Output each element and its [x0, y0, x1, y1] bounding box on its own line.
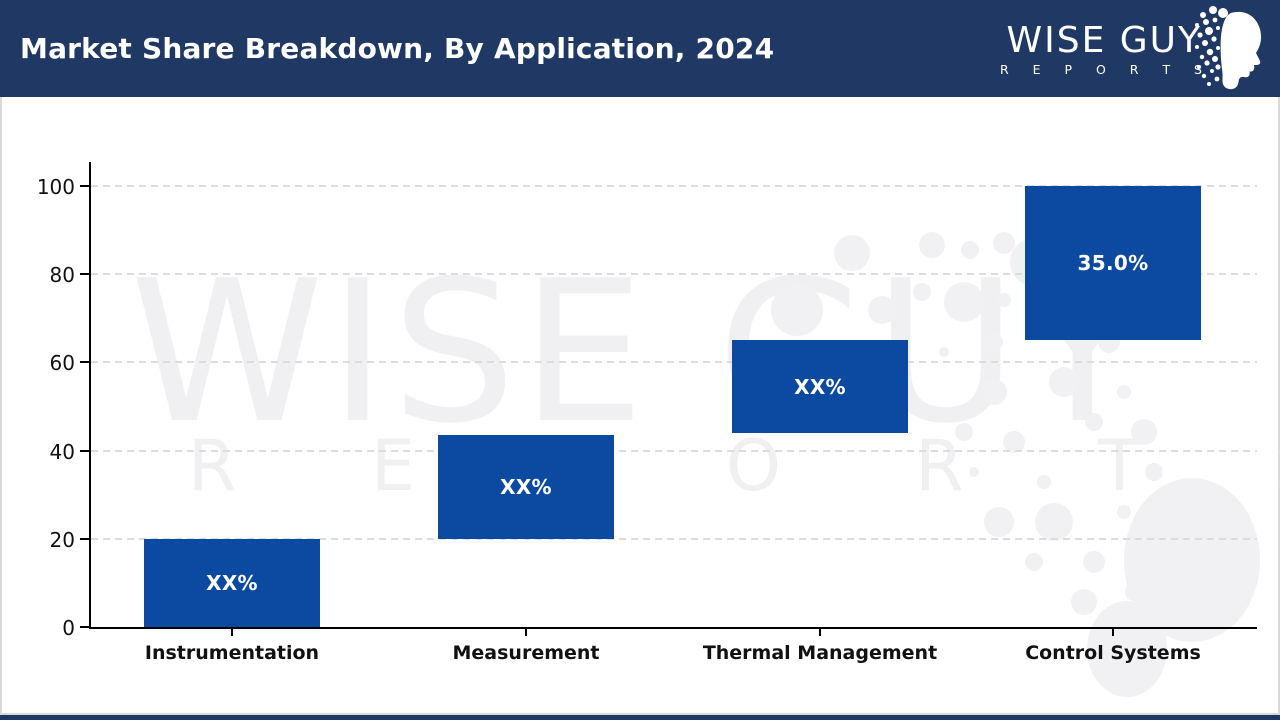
x-tick-mark	[231, 627, 233, 636]
x-tick-mark	[1112, 627, 1114, 636]
logo-text: WISE GUY R E P O R T S	[1000, 19, 1202, 77]
logo-face-icon	[1195, 5, 1262, 89]
logo-title: WISE GUY	[1006, 19, 1202, 61]
x-axis-line	[89, 627, 1257, 629]
header: Market Share Breakdown, By Application, …	[0, 0, 1280, 97]
gridline-100	[91, 185, 1257, 187]
y-tick-label: 20	[49, 527, 75, 552]
y-tick-mark	[80, 626, 89, 628]
logo-subtitle: R E P O R T S	[999, 62, 1212, 78]
y-tick-label: 80	[49, 263, 75, 288]
y-tick-mark	[80, 361, 89, 364]
x-tick-mark	[525, 627, 527, 636]
bar-value-label: XX%	[500, 475, 552, 499]
wiseguy-logo: WISE GUY R E P O R T S	[1000, 0, 1270, 97]
footer-accent-bar	[0, 715, 1280, 720]
y-tick-mark	[80, 273, 89, 276]
x-tick-label-control-systems: Control Systems	[1025, 642, 1201, 664]
plot-area: 0 20 40 60 80 100 XX% Instrumentation XX% Measure…	[37, 162, 1257, 664]
gridline-20	[91, 537, 1257, 540]
y-tick-label: 60	[49, 351, 75, 376]
chart-canvas: WISE GUY R E P O R T S	[0, 97, 1280, 715]
gridline-60	[91, 361, 1257, 364]
y-tick-mark	[80, 185, 89, 187]
x-tick-mark	[819, 627, 821, 636]
x-tick-label-measurement: Measurement	[452, 642, 600, 664]
gridline-80	[91, 273, 1257, 276]
y-tick-label: 0	[62, 616, 75, 640]
bar-value-label: 35.0%	[1077, 251, 1149, 276]
bar-value-label: XX%	[206, 570, 258, 595]
bar-measurement: XX%	[438, 435, 614, 539]
y-tick-label: 100	[36, 175, 75, 199]
x-tick-label-thermal-management: Thermal Management	[702, 642, 938, 664]
bar-thermal-management: XX%	[732, 340, 908, 433]
y-tick-label: 40	[49, 439, 75, 464]
y-tick-mark	[80, 537, 89, 540]
y-axis-line	[89, 162, 91, 627]
gridline-40	[91, 449, 1257, 452]
bar-instrumentation: XX%	[144, 538, 320, 627]
y-tick-mark	[80, 449, 89, 452]
page-title: Market Share Breakdown, By Application, …	[20, 32, 775, 65]
x-tick-label-instrumentation: Instrumentation	[144, 642, 320, 664]
bar-value-label: XX%	[794, 374, 846, 399]
bar-control-systems: 35.0%	[1025, 186, 1201, 341]
